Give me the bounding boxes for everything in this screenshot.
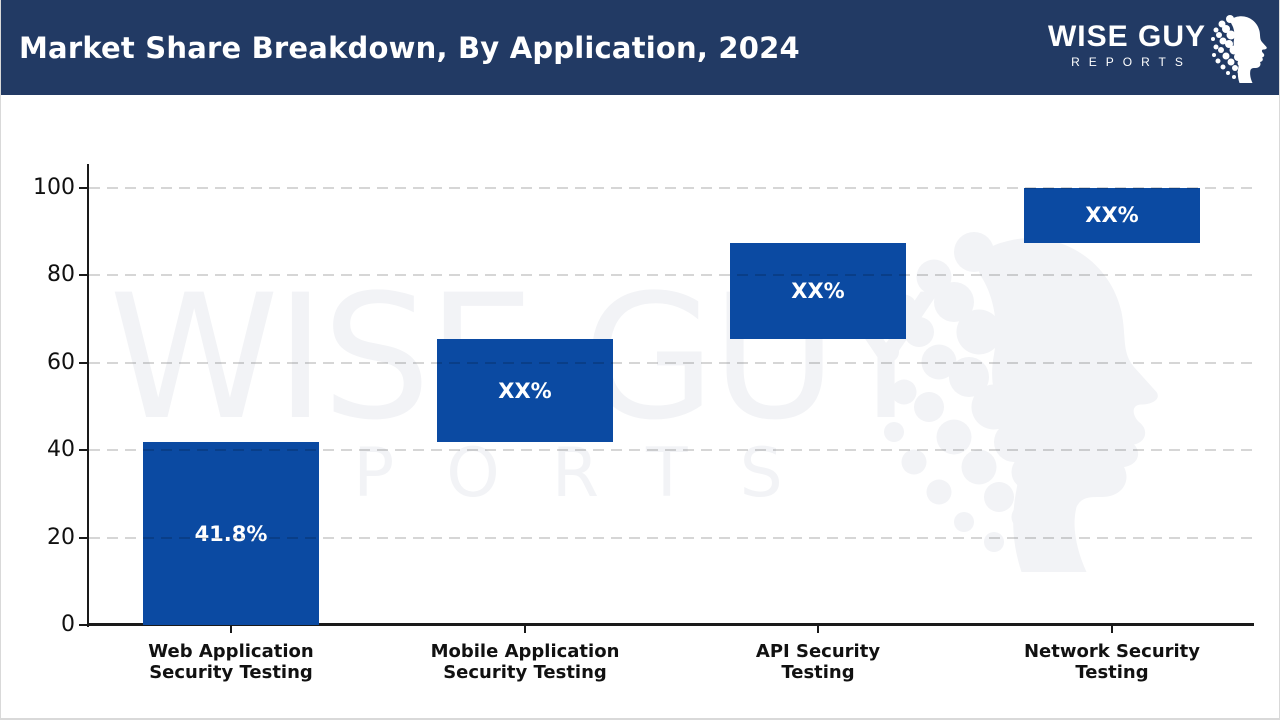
- x-tick-label: Web Application Security Testing: [71, 641, 391, 683]
- x-tick-label-line: Network Security: [1023, 641, 1201, 662]
- gridline-40: [89, 449, 1254, 451]
- gridline-100: [89, 186, 1254, 189]
- x-tick-label: Mobile Application Security Testing: [365, 641, 685, 683]
- x-tick-label-line: Security Testing: [149, 662, 313, 683]
- bar-value-label: XX%: [1085, 203, 1139, 228]
- x-tick-mark: [817, 626, 819, 633]
- x-tick-label-line: Web Application: [148, 641, 314, 662]
- x-tick-label-line: Testing: [781, 662, 855, 683]
- bar-segment: XX%: [1024, 187, 1200, 244]
- logo-wordmark: WISE GUY: [1047, 20, 1206, 53]
- y-tick-label: 60: [47, 349, 75, 375]
- y-tick-label: 80: [47, 262, 75, 287]
- logo-text: WISE GUY REPORTS: [1037, 20, 1217, 70]
- logo-face-icon: [1211, 15, 1267, 83]
- x-tick-label-line: Testing: [1075, 662, 1149, 683]
- watermark-face-icon: [879, 232, 1158, 572]
- x-tick-mark: [1111, 626, 1113, 633]
- y-tick-label: 100: [33, 174, 75, 200]
- gridline-80: [89, 274, 1254, 276]
- y-axis-spine: [87, 164, 89, 627]
- x-tick-mark: [524, 626, 526, 633]
- x-axis-baseline: [87, 623, 1254, 626]
- y-tick-label: 0: [61, 612, 75, 637]
- x-tick-label-line: Security Testing: [443, 662, 607, 683]
- y-tick-mark-0: [79, 624, 87, 626]
- bar-value-label: XX%: [791, 278, 845, 303]
- x-tick-label: Network Security Testing: [952, 641, 1272, 683]
- logo: WISE GUY REPORTS: [1011, 0, 1279, 95]
- header: Market Share Breakdown, By Application, …: [1, 0, 1279, 95]
- y-tick-label: 20: [47, 524, 75, 550]
- gridline-20: [89, 536, 1254, 539]
- y-tick-mark-80: [79, 274, 87, 276]
- x-tick-label-line: API Security: [755, 641, 881, 662]
- page-title: Market Share Breakdown, By Application, …: [19, 30, 800, 65]
- x-tick-label: API Security Testing: [658, 641, 978, 683]
- bar-segment: 41.8%: [143, 442, 319, 625]
- logo-subtext: REPORTS: [1071, 55, 1192, 69]
- y-tick-label: 40: [47, 437, 75, 462]
- x-tick-mark: [230, 626, 232, 633]
- y-tick-mark-60: [79, 361, 87, 364]
- y-tick-mark-20: [79, 536, 87, 539]
- y-tick-mark-100: [79, 186, 87, 189]
- bar-value-label: 41.8%: [194, 521, 268, 546]
- bar-segment: XX%: [730, 243, 906, 339]
- x-tick-label-line: Mobile Application: [430, 641, 620, 662]
- gridline-60: [89, 361, 1254, 364]
- y-tick-mark-40: [79, 449, 87, 451]
- bar-value-label: XX%: [498, 378, 552, 403]
- bar-segment: XX%: [437, 338, 613, 443]
